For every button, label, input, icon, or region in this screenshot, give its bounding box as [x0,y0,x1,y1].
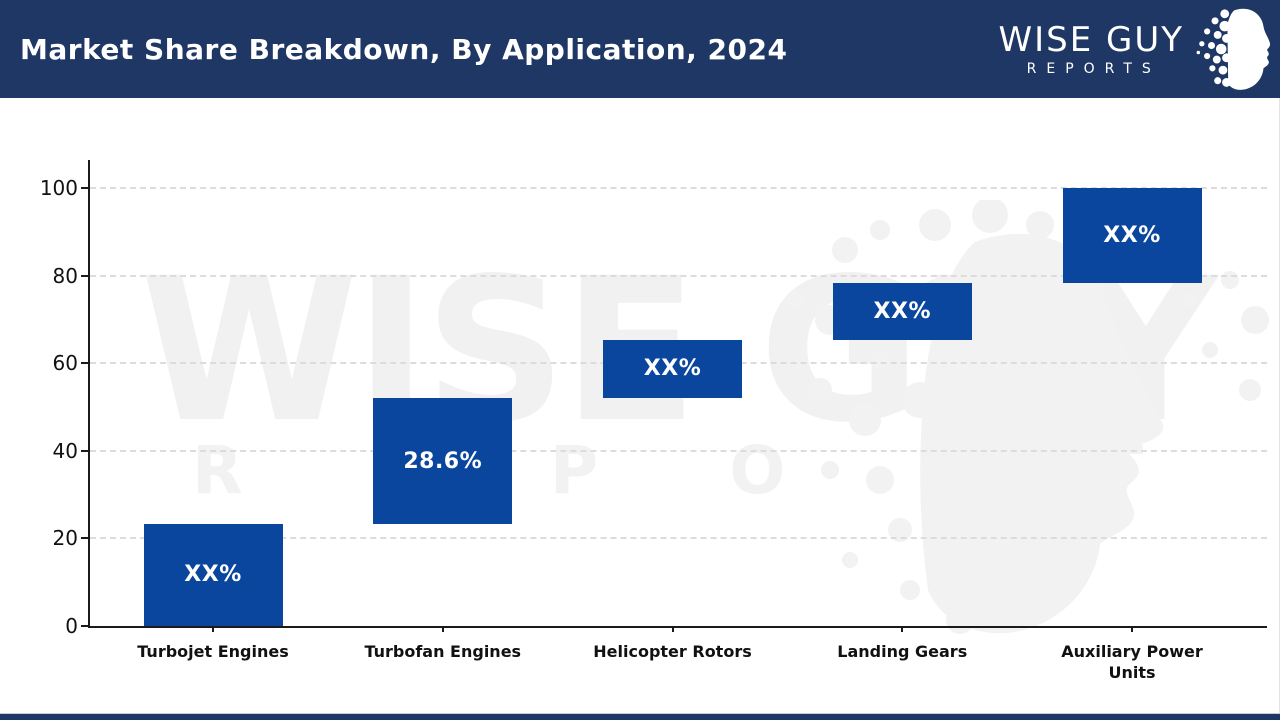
bar-turbojet-engines: XX% [143,523,283,626]
bar-turbofan-engines: 28.6% [373,398,513,524]
x-tick-label-turbofan-engines: Turbofan Engines [364,642,522,661]
brand-logo: WISE GUY REPORTS [998,0,1274,98]
y-tick-label-100: 100 [39,176,78,201]
y-tick-label-60: 60 [52,351,78,376]
gridline-y-80 [90,274,1267,277]
gridline-y-20 [90,537,1267,540]
bar-value-label: XX% [1103,223,1161,249]
bar-auxiliary-power-units: XX% [1062,188,1202,283]
y-tick-label-80: 80 [52,263,78,288]
x-tick-mark-helicopter-rotors [671,626,674,632]
y-tick-mark-20 [81,537,88,540]
x-tick-label-auxiliary-power-units: Auxiliary Power Units [1061,642,1203,682]
bar-value-label: XX% [643,356,702,382]
x-tick-label-helicopter-rotors: Helicopter Rotors [593,642,752,661]
x-tick-label-turbojet-engines: Turbojet Engines [137,642,289,661]
y-tick-label-40: 40 [52,438,78,463]
x-tick-mark-landing-gears [901,626,904,632]
watermark-face-icon [787,200,1269,634]
bar-value-label: XX% [873,298,931,324]
header: Market Share Breakdown, By Application, … [0,0,1280,98]
y-tick-mark-100 [81,187,88,190]
y-tick-mark-80 [81,274,88,277]
gridline-y-100 [90,187,1267,190]
x-tick-mark-turbojet-engines [212,626,214,632]
brand-logo-text: WISE GUY REPORTS [998,23,1184,76]
x-tick-mark-auxiliary-power-units [1131,626,1133,632]
bar-value-label: XX% [184,562,242,588]
y-tick-mark-0 [81,625,88,627]
y-tick-label-0: 0 [65,614,78,638]
gridline-y-40 [90,449,1267,452]
bar-value-label: 28.6% [403,448,483,474]
y-tick-mark-40 [81,449,88,452]
y-tick-label-20: 20 [52,526,78,551]
x-tick-label-landing-gears: Landing Gears [837,642,968,661]
plot-area: 0 20 40 60 80 100 XX% Turbojet Engines 28.6% Turb… [40,160,1267,682]
bar-landing-gears: XX% [832,282,972,340]
logo-subtext: REPORTS [1026,60,1161,77]
x-tick-mark-turbofan-engines [441,626,444,632]
y-tick-mark-60 [81,362,88,365]
footer-strip [0,714,1280,720]
bar-helicopter-rotors: XX% [603,340,742,398]
footer-divider-line [0,713,1280,714]
logo-face-icon [1196,8,1271,90]
page-title: Market Share Breakdown, By Application, … [20,32,788,66]
logo-wordmark: WISE GUY [998,19,1184,60]
